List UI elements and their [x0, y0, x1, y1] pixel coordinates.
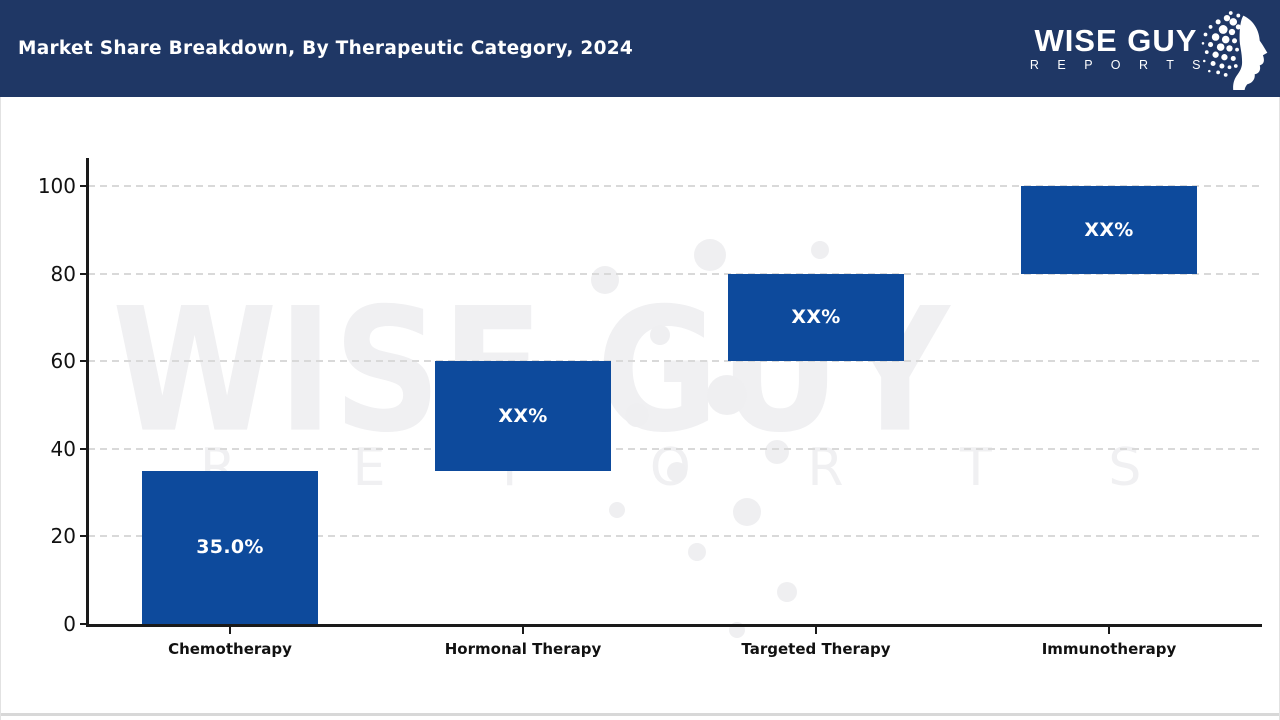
header: Market Share Breakdown, By Therapeutic C…: [0, 0, 1280, 97]
gridline-100: [88, 185, 1262, 187]
gridline-20: [88, 535, 1262, 538]
bar-hormonal-therapy: XX%: [435, 361, 611, 471]
x-tick-mark-hormonal-therapy: [522, 626, 524, 634]
y-tick-label-20: 20: [50, 524, 76, 549]
y-tick-label-60: 60: [50, 349, 76, 374]
bar-value-label-chemotherapy: 35.0%: [196, 536, 264, 559]
brand-logo: WISE GUY R E P O R T S: [1024, 0, 1270, 97]
y-tick-label-100: 100: [37, 174, 76, 198]
x-category-label-chemotherapy: Chemotherapy: [168, 640, 292, 658]
bar-value-label-targeted-therapy: XX%: [791, 306, 841, 329]
chart-title: Market Share Breakdown, By Therapeutic C…: [18, 38, 634, 59]
y-axis-line: [86, 158, 89, 626]
y-tick-mark-80: [80, 272, 88, 275]
y-tick-mark-20: [80, 535, 88, 538]
left-border: [0, 97, 1, 720]
x-tick-mark-immunotherapy: [1108, 626, 1110, 634]
bar-value-label-hormonal-therapy: XX%: [498, 404, 548, 427]
bar-immunotherapy: XX%: [1021, 186, 1197, 274]
x-category-label-targeted-therapy: Targeted Therapy: [741, 640, 891, 658]
bar-targeted-therapy: XX%: [728, 273, 904, 362]
bar-chemotherapy: 35.0%: [142, 470, 318, 624]
x-category-label-hormonal-therapy: Hormonal Therapy: [444, 640, 602, 658]
y-tick-label-0: 0: [63, 612, 76, 636]
y-tick-mark-0: [80, 623, 88, 625]
y-tick-mark-100: [80, 185, 88, 187]
bottom-border: [0, 713, 1280, 716]
x-axis-line: [86, 624, 1262, 627]
bar-value-label-immunotherapy: XX%: [1084, 218, 1134, 241]
gridline-40: [88, 447, 1262, 450]
y-tick-label-80: 80: [50, 261, 76, 286]
x-category-label-immunotherapy: Immunotherapy: [1041, 640, 1177, 658]
y-tick-label-40: 40: [50, 436, 76, 461]
x-tick-mark-chemotherapy: [229, 626, 231, 634]
gridline-80: [88, 272, 1262, 275]
logo-wordmark: WISE GUY: [1034, 23, 1198, 59]
logo-wordmark-block: WISE GUY R E P O R T S: [1024, 25, 1208, 72]
y-tick-mark-60: [80, 360, 88, 363]
gridline-60: [88, 360, 1262, 363]
logo-subtitle: R E P O R T S: [1029, 58, 1208, 73]
x-tick-mark-targeted-therapy: [815, 626, 817, 634]
y-tick-mark-40: [80, 447, 88, 450]
